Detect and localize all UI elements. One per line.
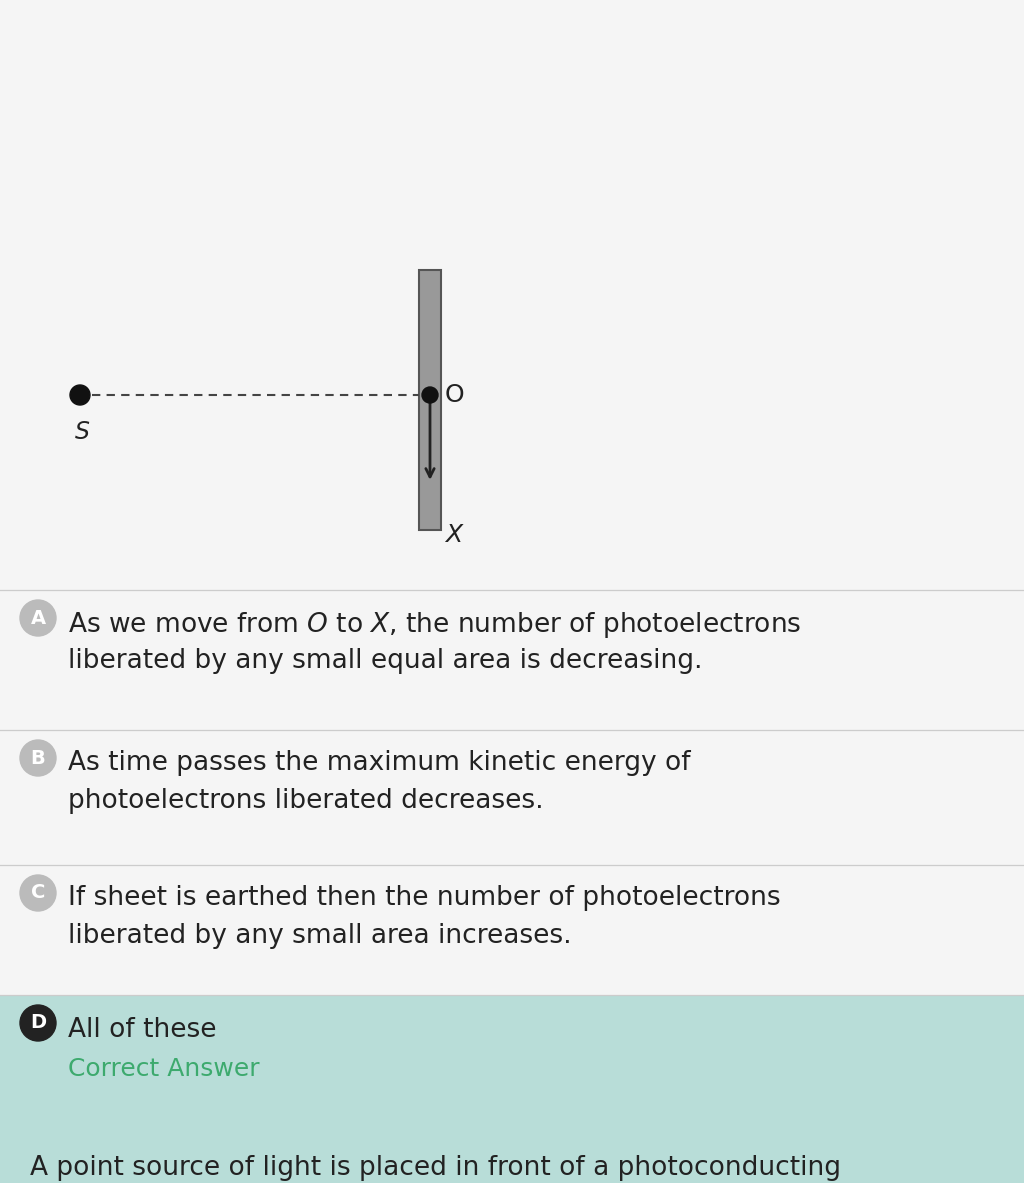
Text: Correct Answer: Correct Answer [68,1056,260,1081]
Circle shape [20,600,56,636]
Bar [0,865,1024,985]
Text: All of these: All of these [68,1017,216,1043]
Text: A: A [31,608,45,627]
Text: X: X [445,523,462,547]
Text: S: S [75,420,90,444]
Bar [0,590,1024,720]
Bar [419,270,441,530]
Text: B: B [31,749,45,768]
Circle shape [20,1006,56,1041]
Text: D: D [30,1014,46,1033]
Text: O: O [445,383,465,407]
Text: As we move from $\mathit{O}$ to $\mathit{X}$, the number of photoelectrons: As we move from $\mathit{O}$ to $\mathit… [68,610,801,640]
Text: If sheet is earthed then the number of photoelectrons: If sheet is earthed then the number of p… [68,885,780,911]
Text: liberated by any small area increases.: liberated by any small area increases. [68,923,571,949]
Text: liberated by any small equal area is decreasing.: liberated by any small equal area is dec… [68,648,702,674]
Circle shape [70,384,90,405]
Bar [0,730,1024,855]
Text: As time passes the maximum kinetic energy of: As time passes the maximum kinetic energ… [68,750,690,776]
Circle shape [20,875,56,911]
Bar [0,995,1024,1183]
Circle shape [422,387,438,403]
Text: A point source of light is placed in front of a photoconducting
sheet as shown i: A point source of light is placed in fro… [30,1155,845,1183]
Circle shape [20,741,56,776]
Text: C: C [31,884,45,903]
Text: photoelectrons liberated decreases.: photoelectrons liberated decreases. [68,788,544,814]
